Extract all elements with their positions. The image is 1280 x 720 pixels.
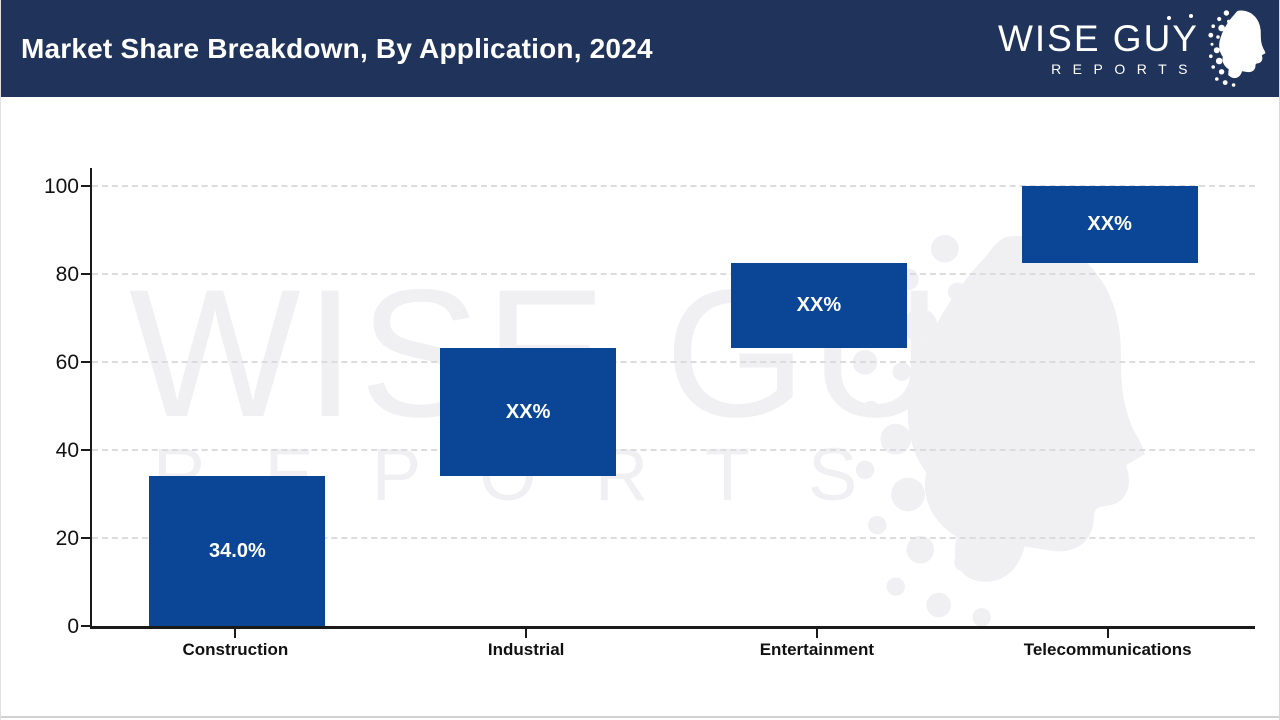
bar-value-label: XX% [1087, 212, 1132, 235]
y-axis-tick-mark [81, 537, 90, 539]
x-axis-category-label-entertainment: Entertainment [759, 640, 875, 659]
bar-entertainment: XX% [730, 262, 907, 348]
bar-value-label: XX% [796, 293, 842, 316]
bar-industrial: XX% [440, 347, 617, 477]
x-axis-tick-mark [234, 629, 237, 638]
logo-dot [1189, 14, 1193, 19]
gridline-y-40 [92, 449, 1255, 451]
logo-wordmark: WISE GUY [997, 18, 1199, 60]
x-axis-tick-mark [525, 629, 528, 638]
y-axis-tick-label-40: 40 [55, 439, 79, 462]
logo-dot [1167, 16, 1171, 21]
page-title: Market Share Breakdown, By Application, … [21, 32, 653, 64]
gridline-y-100 [92, 185, 1255, 187]
y-axis-tick-label-100: 100 [43, 175, 79, 198]
y-axis-tick-label-20: 20 [55, 527, 79, 550]
x-axis-tick-mark [815, 629, 818, 638]
logo-subtitle: REPORTS [1051, 60, 1199, 77]
y-axis-tick-mark [81, 361, 90, 363]
wise-guy-logo: WISE GUY REPORTS [998, 0, 1267, 97]
bar-value-label: XX% [505, 400, 551, 423]
gridline-y-20 [92, 537, 1255, 539]
y-axis-tick-label-80: 80 [55, 263, 79, 286]
x-axis-category-label-telecommunications: Telecommunications [1023, 640, 1192, 659]
x-axis-tick-mark [1106, 629, 1109, 638]
y-axis-tick-label-60: 60 [55, 351, 79, 374]
gridline-y-80 [92, 273, 1255, 275]
header-bar: Market Share Breakdown, By Application, … [1, 0, 1279, 97]
y-axis-tick-mark [81, 185, 90, 187]
y-axis-tick-label-0: 0 [67, 615, 79, 638]
gridline-y-60 [92, 361, 1255, 363]
y-axis-tick-mark [81, 273, 90, 275]
bar-value-label: 34.0% [209, 539, 266, 562]
bar-construction: 34.0% [149, 476, 326, 626]
logo-text: WISE GUY REPORTS [997, 14, 1199, 77]
y-axis-tick-mark [81, 449, 90, 451]
logo-dotted-head-icon [1205, 7, 1267, 91]
x-axis-category-label-industrial: Industrial [487, 640, 565, 659]
y-axis-tick-mark [81, 625, 90, 627]
bottom-edge-divider [1, 716, 1279, 718]
plot-area: 34.0% XX% XX% XX% [90, 168, 1255, 629]
bar-telecommunications: XX% [1021, 186, 1198, 263]
x-axis-category-label-construction: Construction [182, 640, 289, 659]
